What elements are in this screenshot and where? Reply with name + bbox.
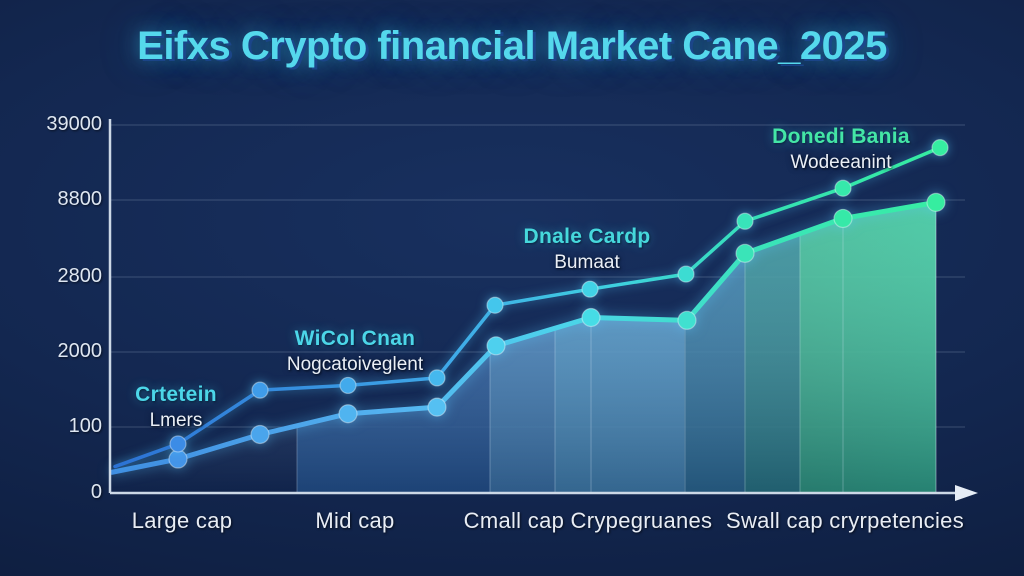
data-point-dot [735,243,755,263]
annotation: Donedi Bania Wodeeanint [772,125,910,174]
annotation: WiCol Cnan Nogcatoiveglent [287,327,423,376]
x-axis-category-label: Swall cap cryrpetencies [726,508,964,533]
data-point-dot [339,376,357,395]
data-point-dot [677,310,697,330]
y-axis-tick-label: 8800 [57,188,103,210]
data-point-dot [677,265,695,283]
data-point-dot [931,139,949,157]
data-point-dot [834,179,852,197]
data-point-dot [428,369,446,387]
y-axis-tick-label: 2800 [57,265,103,287]
annotation-title: Donedi Bania [772,125,910,148]
area-fill-shade [112,202,936,493]
annotation: Dnale Cardp Bumaat [524,225,651,274]
data-point-dot [169,435,187,453]
data-point-dot [427,397,447,417]
data-point-dot [168,449,188,469]
x-axis-category-label: Cmall cap Crypegruanes [463,508,713,533]
annotation-title: WiCol Cnan [294,327,416,350]
annotation-subtitle: Wodeeanint [790,152,892,173]
annotation-subtitle: Nogcatoiveglent [286,354,424,375]
page-title: Eifxs Crypto financial Market Cane_2025 [137,24,887,68]
data-point-dot [250,424,270,445]
y-axis-tick-label: 2000 [57,340,103,362]
annotation: Crtetein Lmers [135,383,217,432]
y-axis-tick-label: 39000 [46,113,102,135]
data-point-dot [581,280,599,298]
y-axis-tick-label: 0 [90,481,102,503]
upper-line-group [113,139,949,469]
annotation-subtitle: Bumaat [554,252,620,273]
x-axis-category-label: Large cap [131,508,233,533]
data-point-dot [581,307,601,328]
data-point-dot [926,192,946,212]
y-axis-tick-label: 100 [68,415,102,437]
annotation-subtitle: Lmers [149,410,203,431]
annotation-title: Dnale Cardp [523,225,651,248]
area-line-group [109,192,946,475]
data-point-dot [486,296,504,314]
x-axis-category-label: Mid cap [315,508,395,533]
annotation-title: Crtetein [135,383,217,406]
x-axis-arrow-icon [955,485,978,501]
data-point-dot [736,212,754,230]
data-point-dot [251,381,269,399]
data-point-dot [338,404,358,424]
data-point-dot [833,208,853,229]
data-point-dot [486,336,506,356]
